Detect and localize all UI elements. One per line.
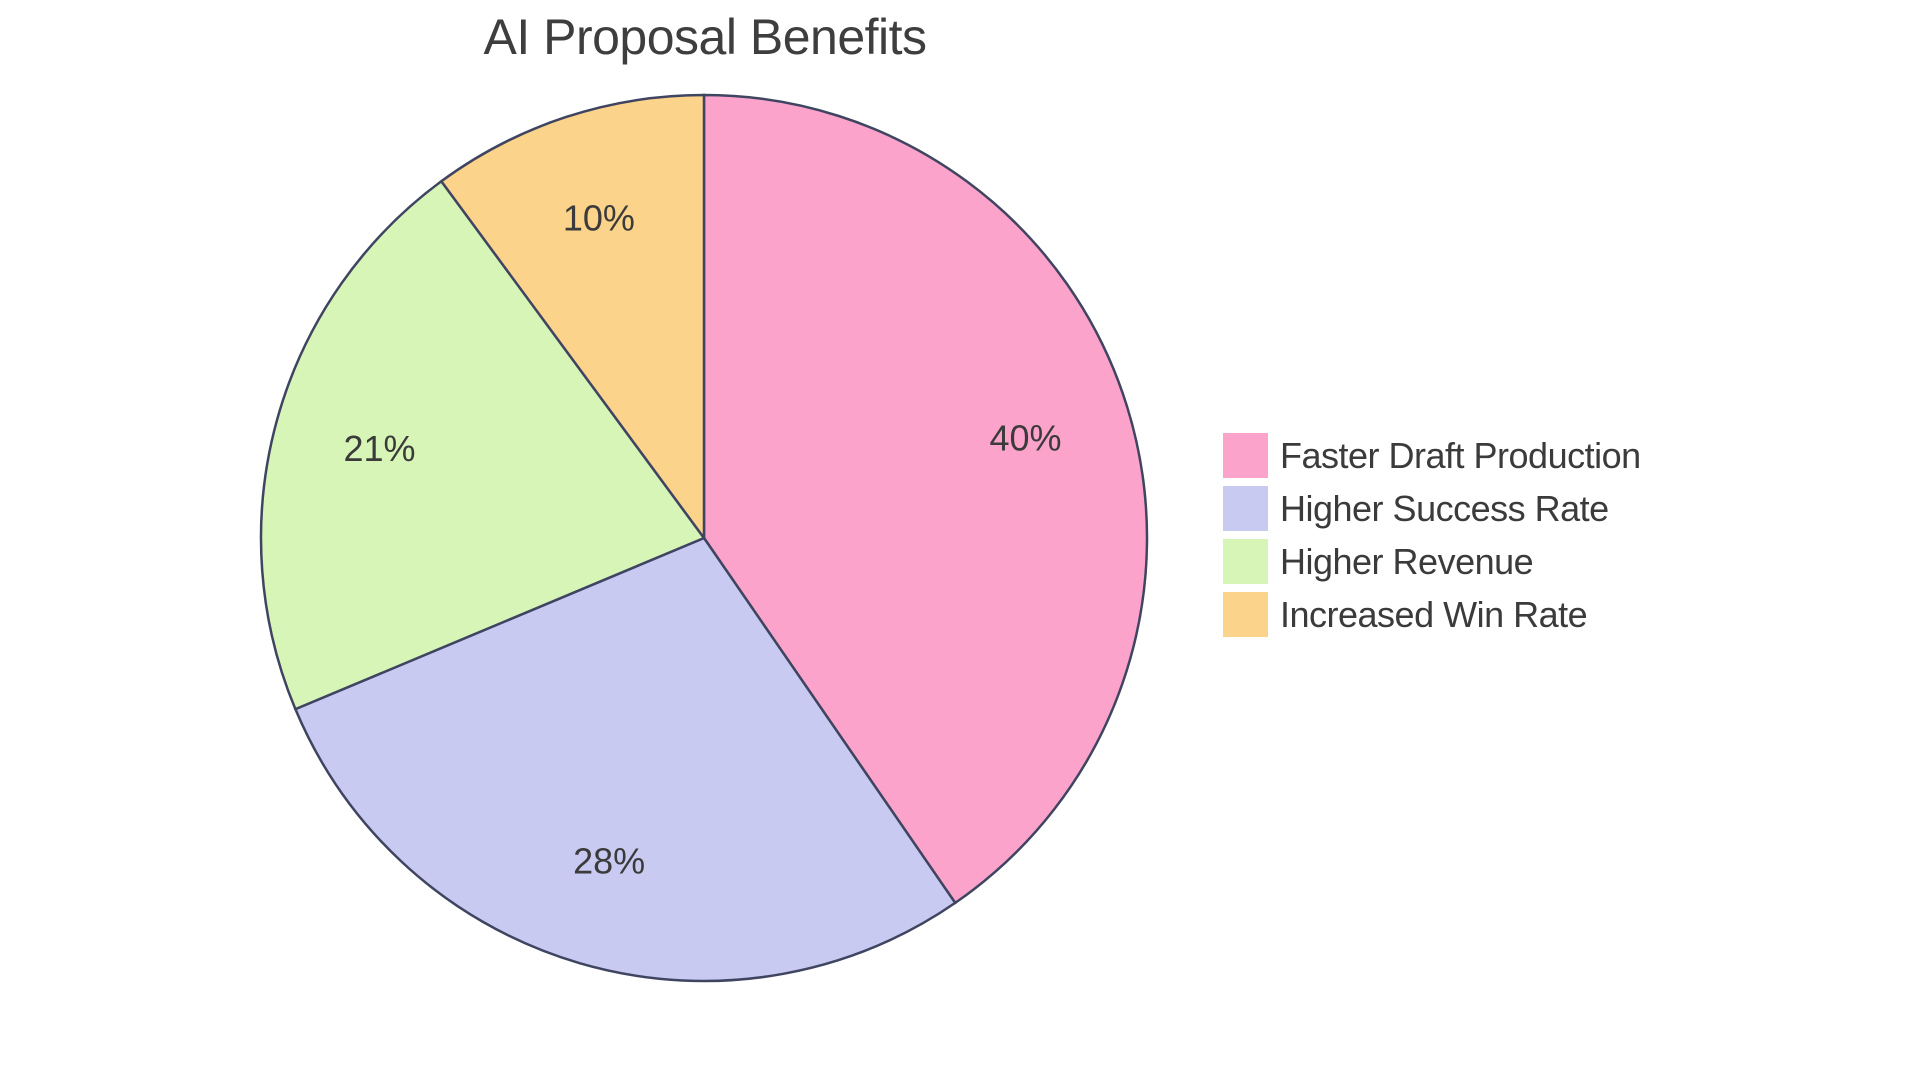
legend-swatch: [1223, 592, 1268, 637]
legend-item: Faster Draft Production: [1223, 433, 1641, 478]
legend-item: Higher Success Rate: [1223, 486, 1641, 531]
chart-title: AI Proposal Benefits: [483, 9, 927, 65]
pie-slice-3: [439, 93, 706, 542]
legend: Faster Draft Production Higher Success Ra…: [1223, 433, 1641, 637]
pie-chart: 40% 28% 21% 10%: [259, 93, 1149, 983]
slice-percent-label: 21%: [343, 428, 415, 469]
legend-swatch: [1223, 486, 1268, 531]
legend-label: Higher Success Rate: [1280, 487, 1609, 529]
pie-slice-2: [259, 179, 706, 711]
legend-swatch: [1223, 539, 1268, 584]
pie-slice-0: [702, 93, 1149, 905]
legend-label: Increased Win Rate: [1280, 593, 1588, 635]
pie-slice-1: [293, 536, 957, 983]
legend-item: Increased Win Rate: [1223, 592, 1641, 637]
legend-item: Higher Revenue: [1223, 539, 1641, 584]
slice-percent-label: 40%: [989, 418, 1061, 459]
legend-label: Higher Revenue: [1280, 540, 1534, 582]
slice-percent-label: 10%: [563, 198, 635, 239]
legend-label: Faster Draft Production: [1280, 434, 1641, 476]
legend-swatch: [1223, 433, 1268, 478]
slice-percent-label: 28%: [573, 841, 645, 882]
